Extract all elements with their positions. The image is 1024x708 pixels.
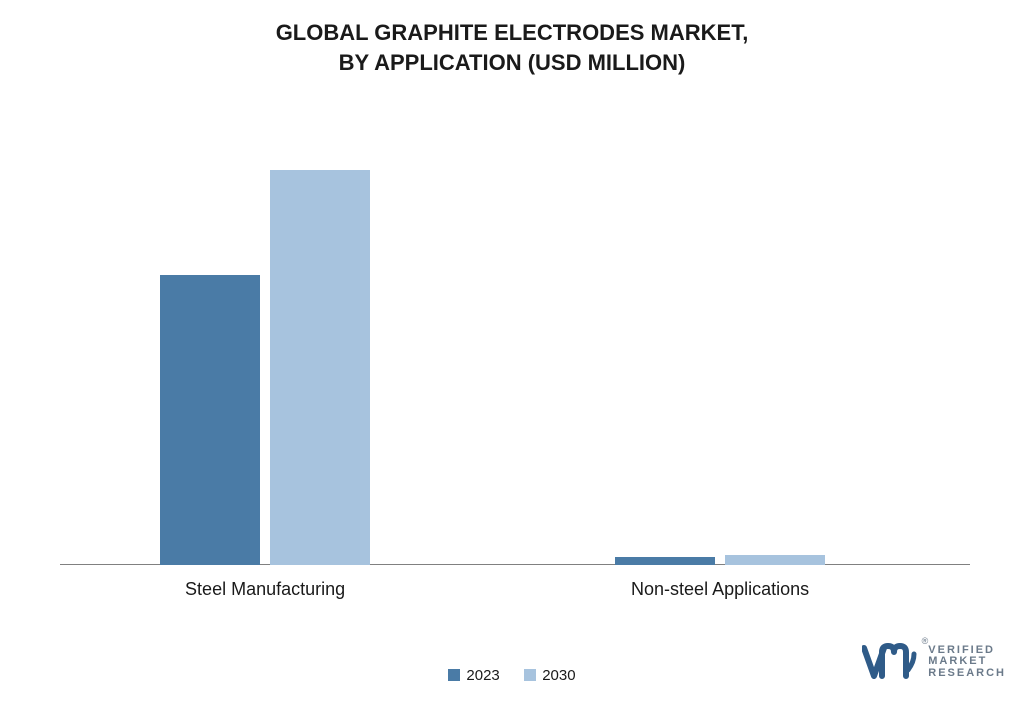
brand-block: ® VERIFIED MARKET RESEARCH [862, 642, 1006, 682]
chart-title-line2: BY APPLICATION (USD MILLION) [0, 48, 1024, 78]
chart-plot-area: Steel Manufacturing Non-steel Applicatio… [60, 120, 970, 565]
bar-steel-2023 [160, 275, 260, 565]
legend-swatch-2030 [524, 669, 536, 681]
bar-nonsteel-2023 [615, 557, 715, 565]
brand-text-line3: RESEARCH [928, 668, 1006, 680]
legend-item-2030: 2030 [524, 667, 575, 684]
legend-swatch-2023 [448, 669, 460, 681]
chart-title-line1: GLOBAL GRAPHITE ELECTRODES MARKET, [0, 18, 1024, 48]
brand-logo-icon: ® [862, 642, 918, 682]
bar-nonsteel-2030 [725, 555, 825, 565]
brand-text: VERIFIED MARKET RESEARCH [928, 645, 1006, 680]
chart-title-block: GLOBAL GRAPHITE ELECTRODES MARKET, BY AP… [0, 0, 1024, 77]
category-label-steel: Steel Manufacturing [145, 565, 385, 600]
legend-label-2030: 2030 [542, 667, 575, 684]
bar-steel-2030 [270, 170, 370, 565]
legend-item-2023: 2023 [448, 667, 499, 684]
registered-mark: ® [922, 636, 929, 646]
category-label-nonsteel: Non-steel Applications [600, 565, 840, 600]
legend-label-2023: 2023 [466, 667, 499, 684]
